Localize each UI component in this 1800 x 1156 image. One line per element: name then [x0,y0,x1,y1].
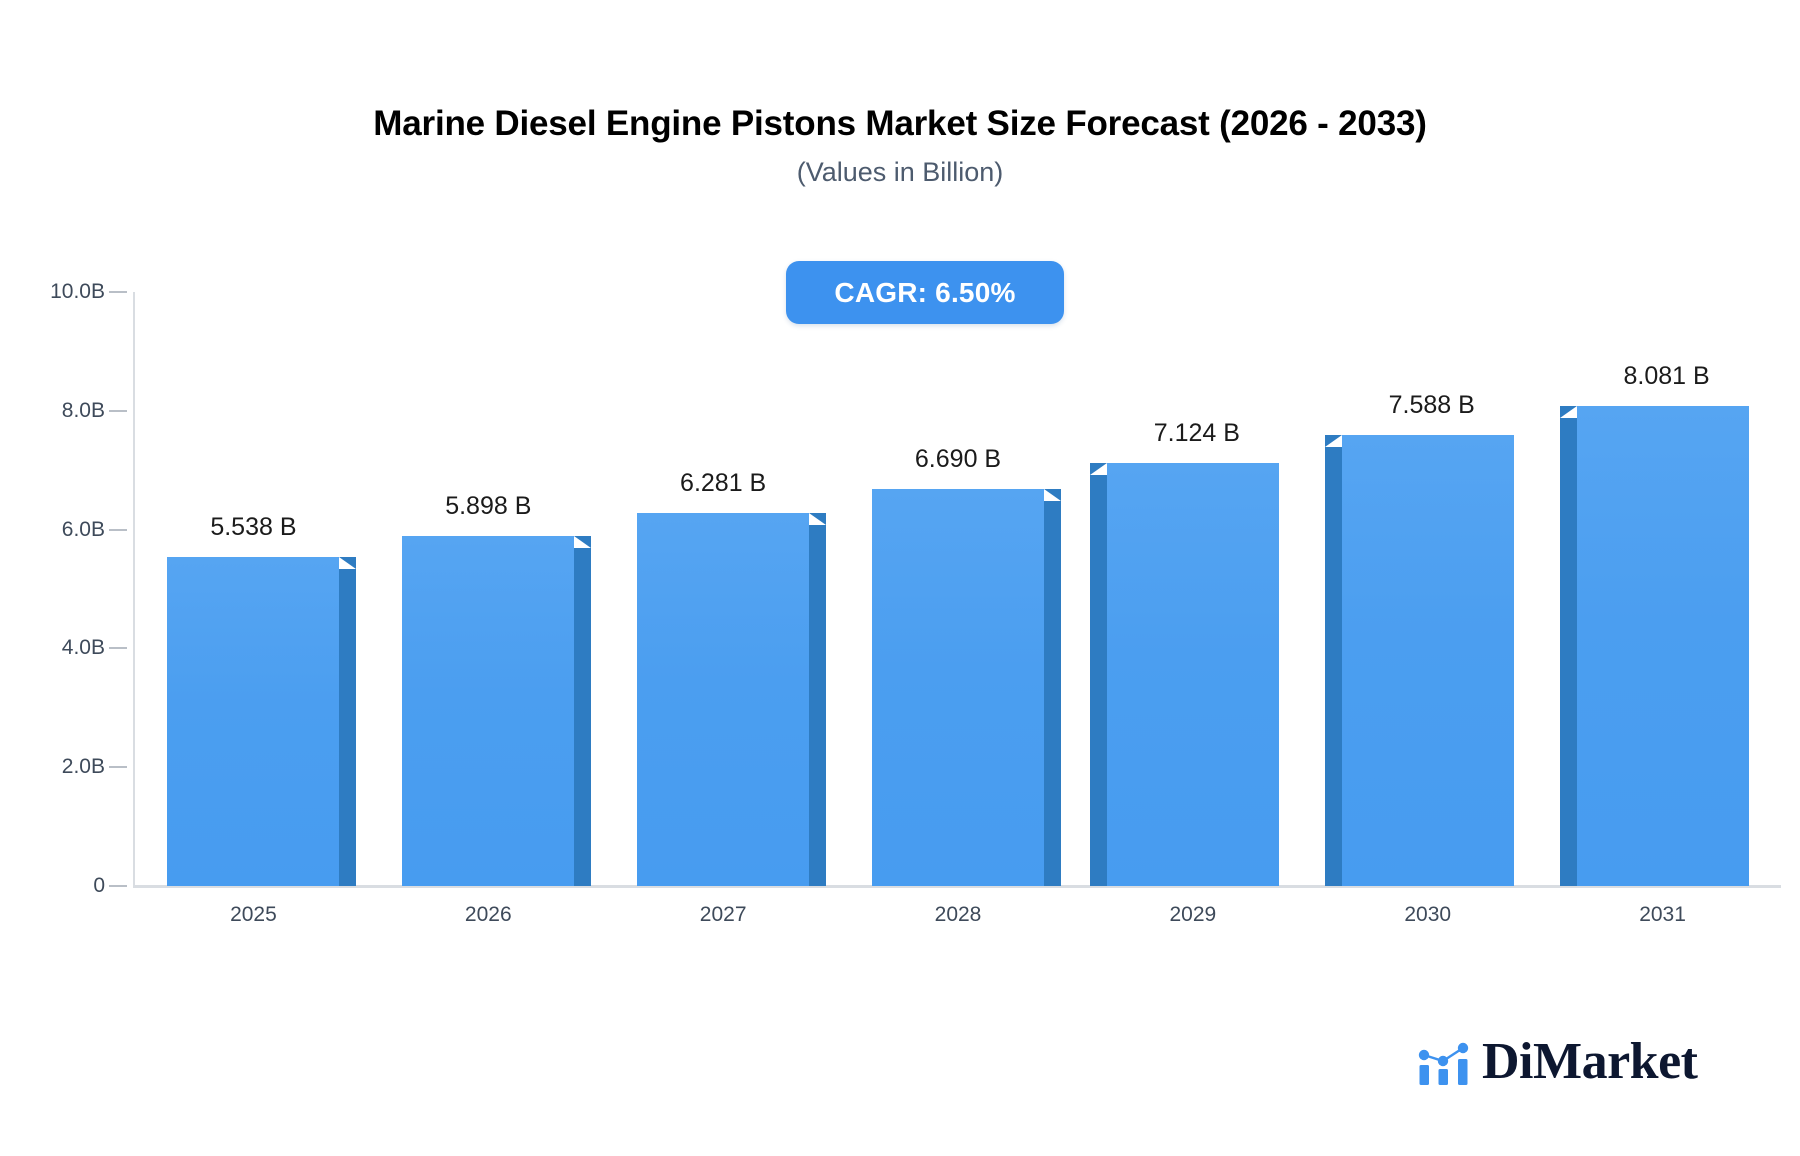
y-axis-tick-mark [109,766,127,769]
y-axis-tick-label: 4.0B [61,636,105,660]
x-axis-line [133,885,1781,888]
bar-side-face [1089,474,1107,886]
bar-value-label: 5.898 B [445,491,532,520]
bar-face [167,557,340,886]
bar-face [1106,462,1279,886]
bar[interactable] [167,557,357,886]
bar[interactable] [1089,462,1279,886]
y-axis-tick-label: 2.0B [61,755,105,779]
y-axis-tick-label: 0 [93,874,105,897]
bar-value-label: 7.124 B [1153,418,1240,447]
x-axis-tick-label: 2028 [934,903,982,926]
x-axis-tick-label: 2030 [1404,903,1452,926]
logo-text: DiMarket [1482,1033,1698,1090]
bar[interactable] [637,512,827,886]
bar[interactable] [872,488,1061,886]
y-axis-tick-mark [109,885,127,887]
page-title: Marine Diesel Engine Pistons Market Size… [373,104,1427,143]
bar-face [872,488,1044,886]
y-axis-tick-label: 10.0B [50,280,105,303]
x-axis-tick-label: 2031 [1639,903,1686,926]
y-axis-tick-mark [109,647,127,650]
bar-value-label: 5.538 B [210,513,297,542]
bar-face [1341,435,1514,886]
bar-face [1576,405,1749,886]
bar-top-face [1559,405,1577,418]
bar-top-face [1089,462,1107,475]
y-axis-tick-mark [109,291,127,293]
y-axis-line [133,292,135,887]
y-axis-tick-mark [109,409,127,412]
x-axis-tick-label: 2025 [230,903,277,926]
bar-face [402,535,575,886]
bar-top-face [574,535,592,548]
bar-value-label: 6.281 B [680,468,767,497]
y-axis-tick-label: 6.0B [61,517,105,541]
bar[interactable] [402,535,592,886]
bar-value-label: 6.690 B [914,444,1002,473]
bar-value-label: 8.081 B [1623,361,1710,390]
bar-side-face [1044,500,1061,886]
bar-side-face [574,547,592,886]
y-axis-tick-label: 8.0B [61,398,105,422]
dimarket-logo: DiMarket [1418,1033,1698,1090]
bar-top-face [339,557,357,570]
title-block: Marine Diesel Engine Pistons Market Size… [0,104,1800,188]
bar[interactable] [1324,435,1514,886]
cagr-badge: CAGR: 6.50% [786,261,1064,324]
x-axis-tick-label: 2027 [699,903,747,926]
bar-side-face [1324,447,1342,886]
x-axis-tick-label: 2029 [1169,903,1217,926]
bar-top-face [1324,435,1342,448]
chart-subtitle: (Values in Billion) [796,157,1004,188]
bar-side-face [1559,417,1577,886]
bar-side-face [339,569,357,886]
cagr-badge-label: CAGR: 6.50% [834,276,1016,308]
bar-chart-icon [1418,1042,1469,1085]
y-axis-tick-mark [109,528,127,531]
bar[interactable] [1559,405,1749,886]
x-axis-tick-label: 2026 [464,903,512,926]
bar-face [637,512,810,886]
bar-top-face [1044,488,1061,501]
bar-top-face [809,512,827,525]
bar-value-label: 7.588 B [1388,391,1475,420]
bar-side-face [809,524,827,886]
